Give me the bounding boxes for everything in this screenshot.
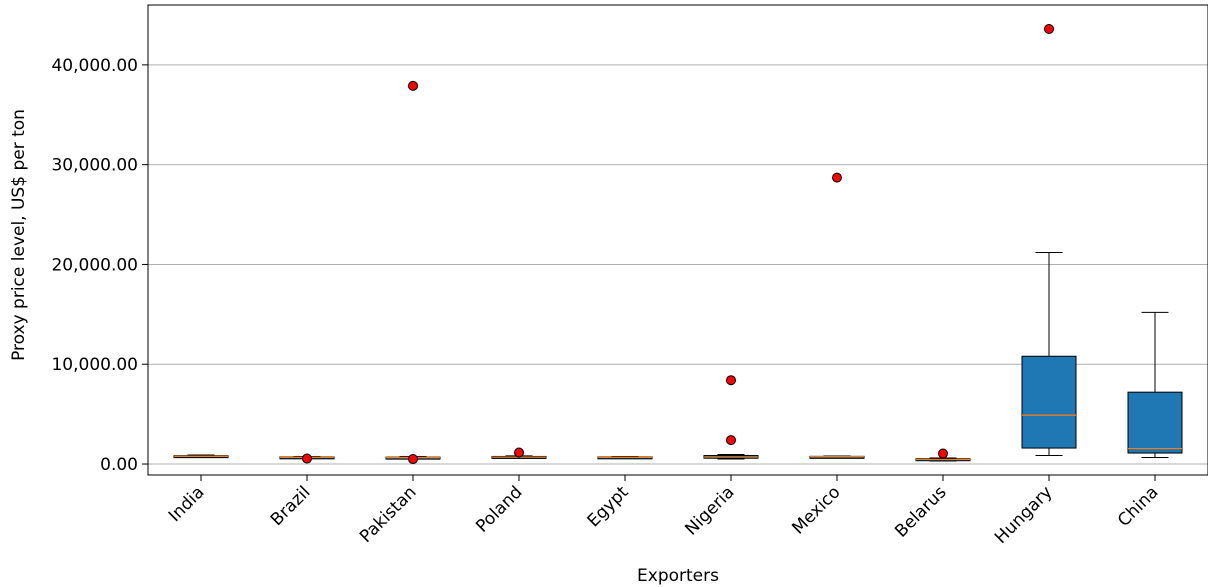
box-hungary [1021, 251, 1077, 457]
box-china [1127, 311, 1183, 459]
x-tick-labels: India Brazil Pakistan Poland Egypt Nigeria Mex… [165, 475, 1163, 548]
box-belarus [915, 457, 971, 462]
box-egypt [597, 455, 653, 460]
outlier-point [726, 435, 736, 446]
iqr-box [1127, 391, 1183, 454]
box-layer [173, 251, 1183, 462]
x-tick-label: Pakistan [356, 482, 420, 546]
x-tick-label: Nigeria [681, 482, 738, 539]
y-tick-label: 30,000.00 [51, 156, 138, 176]
x-tick-label: Belarus [891, 482, 950, 541]
box-mexico [809, 455, 865, 459]
box-india [173, 454, 229, 459]
outlier-point [408, 80, 418, 91]
iqr-box [1021, 355, 1077, 449]
x-tick-label: China [1114, 482, 1162, 530]
y-tick-label: 20,000.00 [51, 255, 138, 275]
plot-frame [147, 4, 1208, 476]
x-tick-label: Egypt [584, 482, 633, 531]
outlier-point [832, 172, 842, 183]
y-tick-label: 0.00 [100, 455, 138, 475]
outlier-point [408, 454, 418, 465]
outlier-point [726, 375, 736, 386]
x-tick-label: India [165, 482, 209, 526]
outlier-layer [302, 23, 1054, 465]
x-axis-label: Exporters [637, 566, 719, 586]
outlier-point [302, 453, 312, 464]
y-tick-label: 40,000.00 [51, 56, 138, 76]
x-tick-label: Brazil [267, 482, 315, 530]
x-tick-label: Hungary [991, 482, 1056, 547]
x-tick-label: Poland [472, 482, 526, 536]
box-nigeria [703, 454, 759, 460]
y-tick-labels: 0.00 10,000.00 20,000.00 30,000.00 40,000.00 [51, 56, 148, 475]
x-tick-label: Mexico [788, 482, 844, 538]
y-axis-label: Proxy price level, US$ per ton [9, 109, 29, 361]
outlier-point [938, 448, 948, 459]
outlier-point [1044, 23, 1054, 34]
y-tick-label: 10,000.00 [51, 355, 138, 375]
outlier-point [514, 447, 524, 458]
